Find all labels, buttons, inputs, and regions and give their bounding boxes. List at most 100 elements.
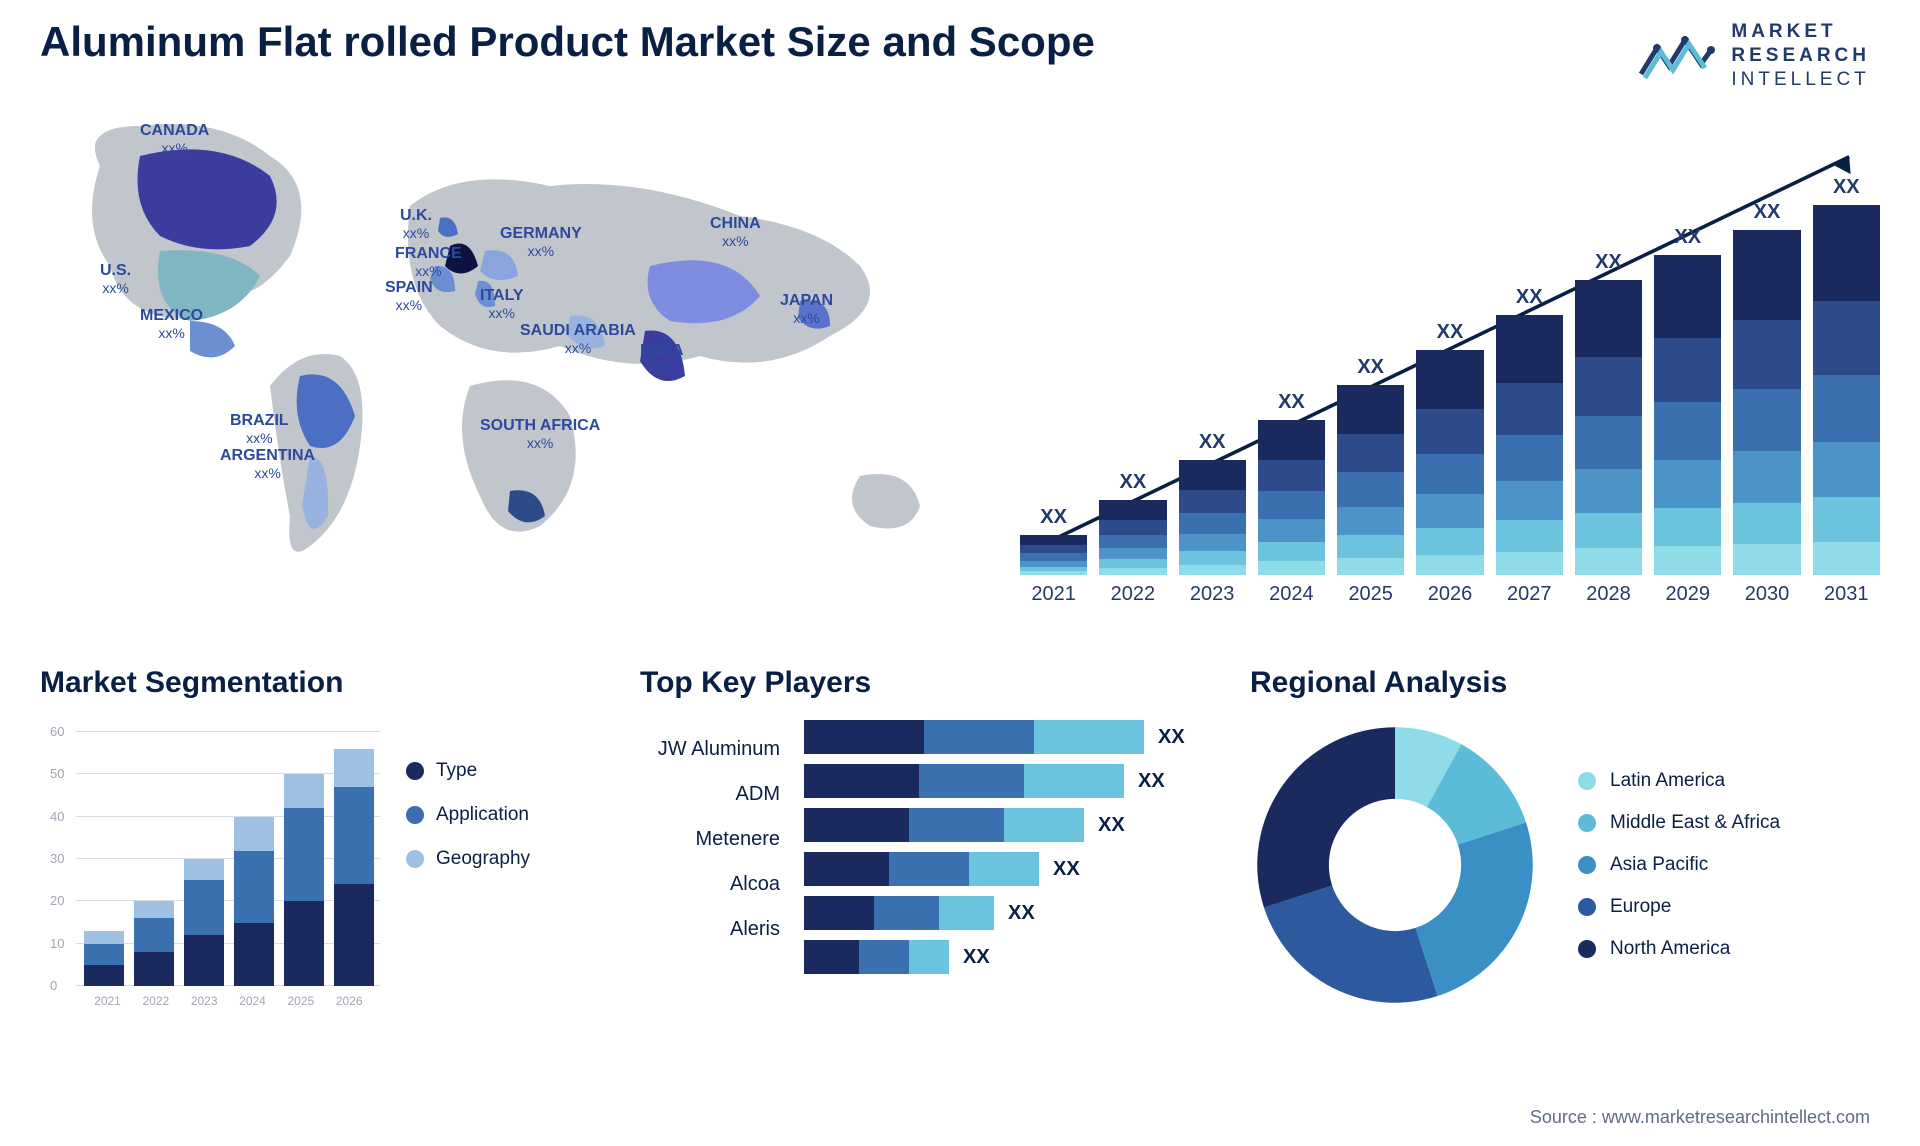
growth-bar-segment <box>1496 481 1563 520</box>
growth-bar-segment <box>1813 442 1880 498</box>
growth-bar-segment <box>1179 565 1246 575</box>
growth-bar-value: XX <box>1437 321 1464 344</box>
growth-bar-segment <box>1416 494 1483 528</box>
growth-bar-value: XX <box>1516 286 1543 309</box>
seg-bar-2023 <box>184 859 224 986</box>
player-bar-segment <box>804 896 874 930</box>
map-label-india: INDIAxx% <box>640 341 684 377</box>
legend-dot <box>1578 898 1596 916</box>
growth-bar-segment <box>1496 383 1563 435</box>
growth-bar-segment <box>1258 420 1325 460</box>
seg-ytick: 0 <box>50 978 57 993</box>
seg-bar-2025 <box>284 774 324 986</box>
legend-dot <box>406 806 424 824</box>
donut-slice <box>1257 727 1395 907</box>
seg-bar-2021 <box>84 931 124 986</box>
growth-bar-segment <box>1654 546 1721 575</box>
seg-year-label: 2025 <box>288 994 315 1008</box>
seg-segment <box>184 935 224 986</box>
legend-dot <box>1578 856 1596 874</box>
growth-year-label: 2027 <box>1507 583 1552 606</box>
growth-bar-2028: XX 2028 <box>1575 251 1642 606</box>
growth-bar-2025: XX2025 <box>1337 356 1404 606</box>
growth-bar-segment <box>1575 280 1642 357</box>
map-label-germany: GERMANYxx% <box>500 224 582 260</box>
map-label-mexico: MEXICOxx% <box>140 306 203 342</box>
growth-bar-2031: XX2031 <box>1813 176 1880 606</box>
legend-label: Middle East & Africa <box>1610 812 1780 834</box>
growth-bar-value: XX <box>1595 251 1622 274</box>
player-bar-segment <box>1024 764 1124 798</box>
region-legend-item: Europe <box>1578 896 1780 918</box>
seg-segment <box>334 884 374 986</box>
growth-bar-segment <box>1654 402 1721 460</box>
region-legend-item: Asia Pacific <box>1578 854 1780 876</box>
growth-bar-segment <box>1179 551 1246 565</box>
growth-year-label: 2026 <box>1428 583 1473 606</box>
growth-bar-segment <box>1099 500 1166 520</box>
region-legend-item: Middle East & Africa <box>1578 812 1780 834</box>
player-name: Aleris <box>640 918 780 941</box>
growth-bar-segment <box>1179 460 1246 490</box>
growth-bar-value: XX <box>1674 226 1701 249</box>
growth-bar-segment <box>1654 508 1721 546</box>
player-bar-row: XX <box>804 720 1210 754</box>
legend-dot <box>406 762 424 780</box>
growth-bar-segment <box>1416 555 1483 575</box>
player-bar-row: XX <box>804 808 1210 842</box>
growth-bar-segment <box>1258 460 1325 491</box>
brand-logo: MARKET RESEARCH INTELLECT <box>1637 20 1870 91</box>
growth-bar-segment <box>1337 385 1404 434</box>
growth-bar-value: XX <box>1357 356 1384 379</box>
player-bar-row: XX <box>804 940 1210 974</box>
seg-segment <box>284 901 324 986</box>
players-bars: XXXXXXXXXXXX <box>804 720 1210 974</box>
player-bar-value: XX <box>963 946 990 969</box>
seg-year-label: 2026 <box>336 994 363 1008</box>
seg-year-label: 2021 <box>94 994 121 1008</box>
growth-year-label: 2028 <box>1586 583 1631 606</box>
growth-bar-segment <box>1416 454 1483 495</box>
growth-bar-segment <box>1575 469 1642 513</box>
players-labels: JW AluminumADMMetenereAlcoaAleris <box>640 738 780 974</box>
growth-bar-segment <box>1179 513 1246 534</box>
logo-line1: MARKET <box>1731 20 1870 44</box>
player-name: Metenere <box>640 828 780 851</box>
player-bar-row: XX <box>804 852 1210 886</box>
growth-bar-value: XX <box>1278 391 1305 414</box>
seg-legend-item: Geography <box>406 848 530 870</box>
seg-ytick: 50 <box>50 766 64 781</box>
growth-bar-segment <box>1099 535 1166 549</box>
legend-dot <box>1578 772 1596 790</box>
growth-bar-value: XX <box>1833 176 1860 199</box>
seg-segment <box>334 749 374 787</box>
growth-year-label: 2023 <box>1190 583 1235 606</box>
seg-segment <box>84 931 124 944</box>
growth-bar-segment <box>1654 338 1721 402</box>
seg-bar-2022 <box>134 901 174 986</box>
growth-bar-2022: XX2022 <box>1099 471 1166 606</box>
segmentation-chart: 0102030405060202120222023202420252026 <box>40 720 380 1010</box>
player-bar-segment <box>924 720 1034 754</box>
world-map: CANADAxx%U.S.xx%MEXICOxx%BRAZILxx%ARGENT… <box>40 96 960 616</box>
growth-bar-segment <box>1813 497 1880 541</box>
map-label-brazil: BRAZILxx% <box>230 411 289 447</box>
growth-bar-segment <box>1099 559 1166 568</box>
regional-donut <box>1250 720 1540 1010</box>
seg-segment <box>134 918 174 952</box>
growth-bar-2024: XX2024 <box>1258 391 1325 606</box>
logo-line2: RESEARCH <box>1731 44 1870 68</box>
seg-year-label: 2022 <box>143 994 170 1008</box>
seg-year-label: 2024 <box>239 994 266 1008</box>
player-bar-segment <box>919 764 1024 798</box>
growth-bar-segment <box>1099 568 1166 575</box>
player-bar-segment <box>909 940 949 974</box>
map-label-canada: CANADAxx% <box>140 121 209 157</box>
players-panel: Top Key Players JW AluminumADMMetenereAl… <box>640 666 1210 1010</box>
map-label-argentina: ARGENTINAxx% <box>220 446 315 482</box>
growth-bar-segment <box>1496 520 1563 551</box>
logo-line3: INTELLECT <box>1731 68 1870 92</box>
growth-bar-2030: XX2030 <box>1733 201 1800 606</box>
growth-bar-2023: XX2023 <box>1179 431 1246 606</box>
seg-segment <box>84 965 124 986</box>
